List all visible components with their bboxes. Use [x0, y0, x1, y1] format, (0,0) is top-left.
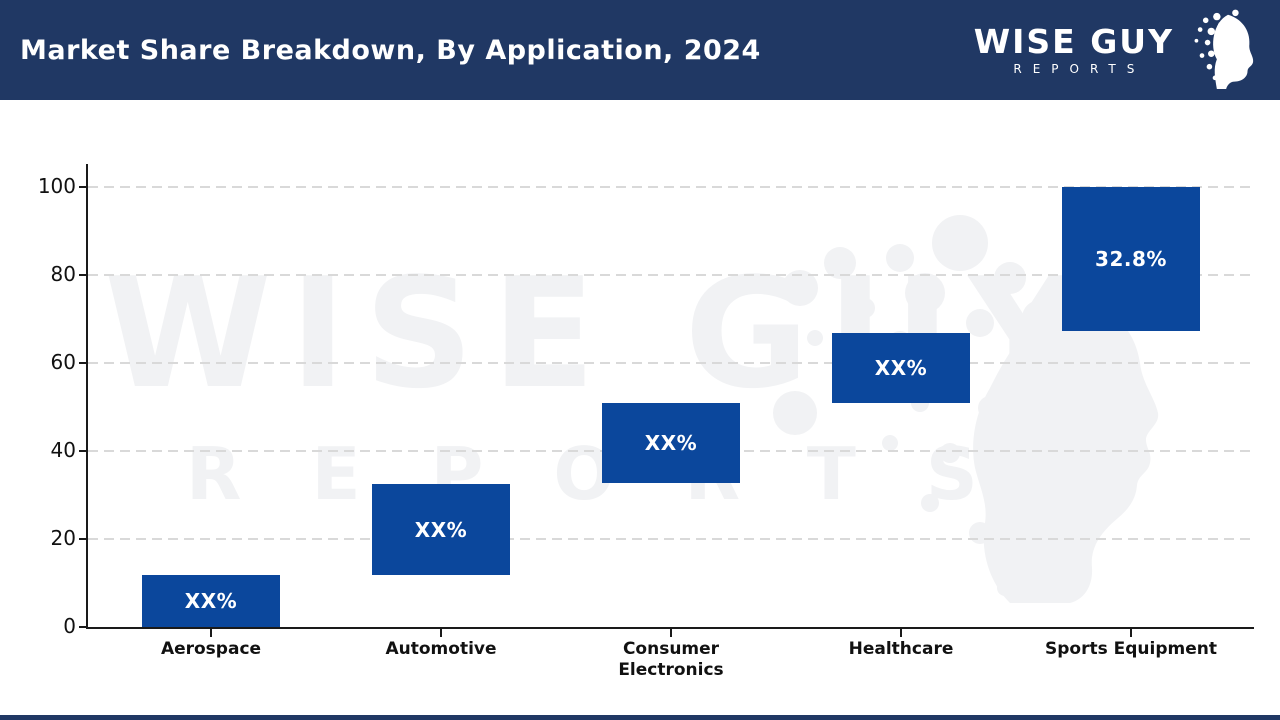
x-category-label: Consumer Electronics — [618, 639, 724, 681]
y-tick-label: 100 — [37, 174, 76, 198]
bar-value-label: XX% — [414, 517, 468, 542]
y-axis-tick — [79, 274, 88, 276]
x-category-label: Sports Equipment — [1045, 639, 1217, 659]
x-axis-tick — [210, 629, 212, 637]
x-axis-tick — [670, 629, 672, 637]
gridline — [88, 186, 1256, 188]
y-tick-label: 20 — [50, 526, 76, 550]
bar-segment: XX% — [602, 403, 740, 484]
y-tick-label: 80 — [50, 262, 76, 286]
y-axis-line — [86, 164, 88, 629]
bar-value-label: XX% — [644, 431, 698, 456]
wise-guy-logo: WISE GUY REPORTS — [974, 9, 1254, 91]
x-category-label: Healthcare — [848, 639, 954, 659]
gridline — [88, 362, 1256, 364]
bar-segment: XX% — [832, 332, 970, 403]
x-axis-tick — [900, 629, 902, 637]
x-axis-tick — [1130, 629, 1132, 637]
bar-segment: 32.8% — [1062, 187, 1200, 331]
bar-value-label: 32.8% — [1095, 247, 1167, 271]
x-axis-tick — [440, 629, 442, 637]
logo-wordmark: WISE GUY — [973, 21, 1174, 61]
logo-subtitle: REPORTS — [1013, 61, 1146, 76]
y-axis-tick — [79, 186, 88, 188]
y-tick-label: 40 — [50, 438, 76, 462]
y-axis-tick — [79, 626, 88, 628]
x-category-label: Automotive — [385, 639, 497, 659]
bar-value-label: XX% — [184, 589, 238, 614]
chart-title: Market Share Breakdown, By Application, … — [20, 34, 761, 66]
footer-bar — [0, 715, 1280, 720]
gridline — [88, 538, 1256, 540]
bar-value-label: XX% — [874, 355, 928, 380]
y-axis-tick — [79, 538, 88, 540]
bar-segment: XX% — [372, 484, 510, 575]
x-category-label: Aerospace — [160, 639, 262, 659]
y-tick-label: 0 — [63, 614, 76, 638]
bar-segment: XX% — [142, 575, 280, 628]
header-bar: Market Share Breakdown, By Application, … — [0, 0, 1280, 100]
x-axis-line — [86, 627, 1254, 629]
y-axis-tick — [79, 362, 88, 364]
logo-head-icon — [1194, 9, 1254, 89]
y-axis-tick — [79, 450, 88, 452]
y-tick-label: 60 — [50, 350, 76, 374]
gridline — [88, 274, 1256, 276]
